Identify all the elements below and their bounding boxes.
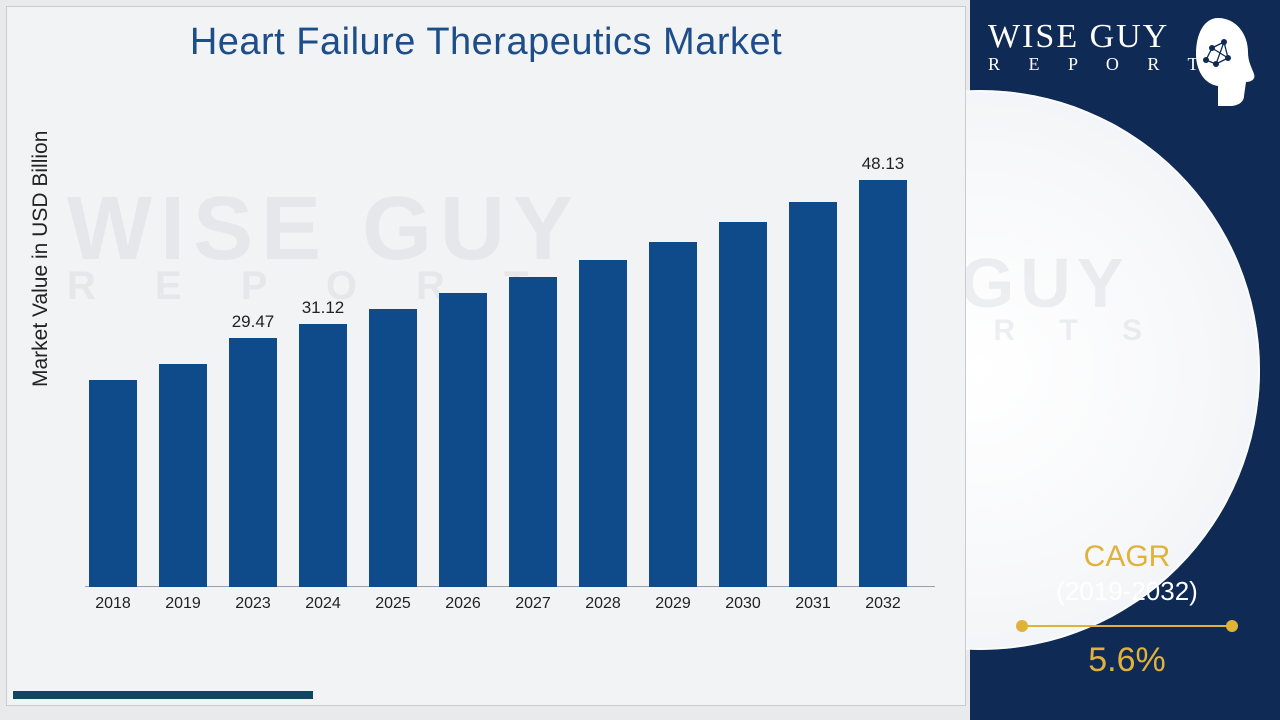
bar [719,222,767,587]
x-tick-label: 2025 [358,595,428,613]
bar [579,260,627,587]
head-icon [1178,14,1258,114]
cagr-title: CAGR [992,540,1262,574]
bar [89,380,137,587]
page-root: WISE GUY R E P O R T S Heart Failure The… [0,0,1280,720]
bar [299,324,347,587]
x-axis: 2018201920232024202520262027202820292030… [85,595,935,625]
bar [159,364,207,587]
x-tick-label: 2029 [638,595,708,613]
bar [649,242,697,587]
cagr-divider [1022,625,1232,627]
cagr-range: (2019-2032) [992,576,1262,607]
x-tick-label: 2028 [568,595,638,613]
bar-value-label: 31.12 [283,298,363,318]
x-tick-label: 2019 [148,595,218,613]
cagr-value: 5.6% [992,641,1262,680]
x-tick-label: 2027 [498,595,568,613]
x-tick-label: 2018 [78,595,148,613]
cagr-box: CAGR (2019-2032) 5.6% [992,540,1262,680]
brand-logo: WISE GUY R E P O R T S [988,18,1258,128]
chart-title: Heart Failure Therapeutics Market [7,21,965,64]
footer-accent-bar [13,691,313,699]
x-tick-label: 2024 [288,595,358,613]
x-tick-label: 2026 [428,595,498,613]
x-tick-label: 2031 [778,595,848,613]
bar [229,338,277,587]
y-axis-label: Market Value in USD Billion [29,131,53,387]
bar [369,309,417,587]
bar-value-label: 48.13 [843,154,923,174]
bar [789,202,837,587]
bar [439,293,487,587]
bar-value-label: 29.47 [213,312,293,332]
plot-area: 29.4731.12 48.13 [85,147,935,587]
bar [859,180,907,587]
x-tick-label: 2030 [708,595,778,613]
chart-panel: Heart Failure Therapeutics Market WISE G… [6,6,966,706]
x-tick-label: 2023 [218,595,288,613]
bar [509,277,557,587]
x-tick-label: 2032 [848,595,918,613]
